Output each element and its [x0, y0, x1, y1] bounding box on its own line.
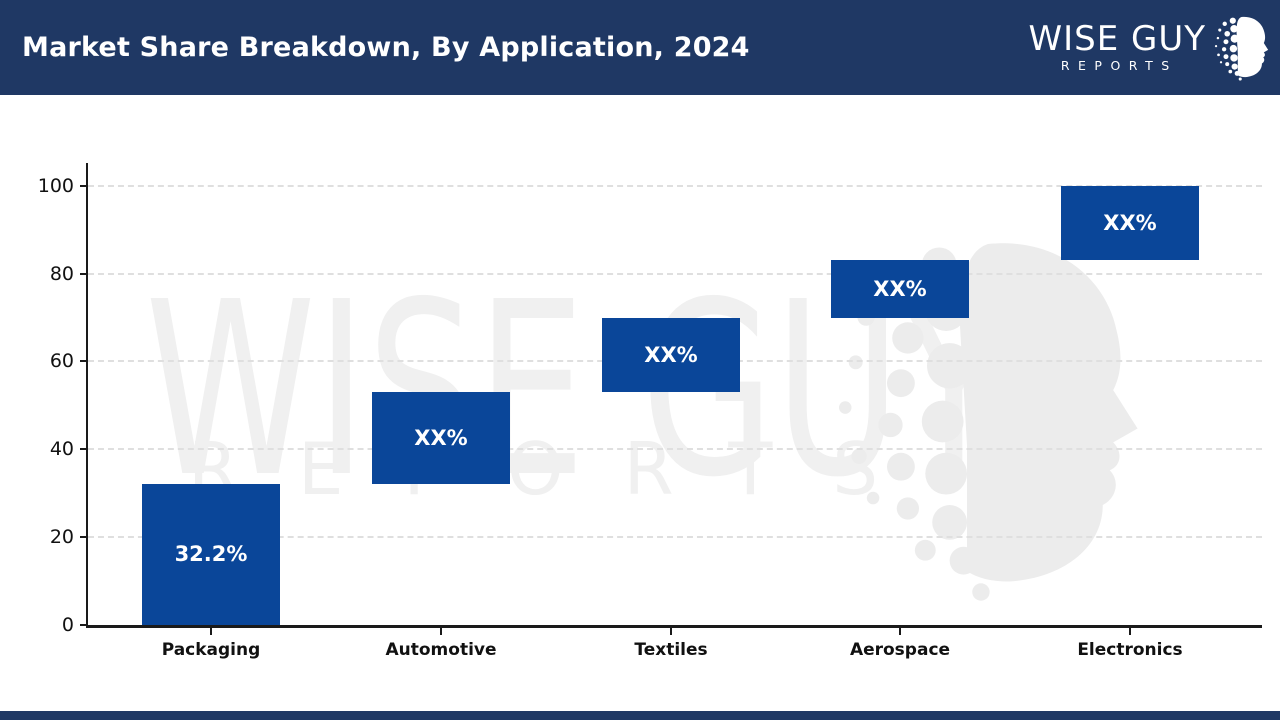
watermark-text-secondary: REPORTS [188, 427, 939, 511]
y-tick [80, 184, 88, 187]
category-label: Automotive [385, 640, 497, 660]
bar-value-label: XX% [873, 277, 927, 301]
bar-value-label: XX% [644, 342, 698, 367]
y-tick [80, 448, 88, 451]
x-tick [670, 627, 672, 635]
category-label: Aerospace [849, 640, 951, 660]
category-label: Packaging [161, 640, 261, 660]
bar: XX% [831, 260, 969, 318]
bar: 32.2% [142, 483, 280, 625]
bar-value-label: 32.2% [174, 542, 248, 567]
logo-head-icon [1214, 16, 1269, 81]
x-tick [899, 627, 901, 635]
logo-text: WISE GUY REPORTS [1028, 22, 1206, 73]
gridline [88, 448, 1262, 451]
y-tick-label: 100 [37, 174, 74, 197]
brand-logo: WISE GUY REPORTS [1028, 13, 1270, 83]
y-tick [80, 536, 88, 539]
y-tick [80, 624, 88, 626]
x-tick [1129, 627, 1131, 635]
header-bar: Market Share Breakdown, By Application, … [0, 0, 1280, 95]
gridline [88, 184, 1262, 187]
chart-area: WISE GUY REPORTS 0 20 40 60 80 100 32.2% Packag… [0, 95, 1280, 711]
x-axis-line [86, 625, 1262, 628]
y-tick-label: 0 [61, 614, 74, 636]
footer-bar [0, 711, 1280, 720]
category-label: Electronics [1077, 640, 1183, 660]
bar: XX% [372, 392, 510, 484]
gridline [88, 536, 1262, 539]
gridline [88, 272, 1262, 275]
y-tick-label: 80 [49, 262, 74, 285]
y-axis-line [86, 163, 88, 627]
bar: XX% [1061, 185, 1199, 261]
y-tick [80, 360, 88, 363]
x-tick [210, 627, 212, 635]
bar-value-label: XX% [1103, 211, 1157, 236]
logo-wordmark: WISE GUY [1028, 19, 1206, 60]
page-title: Market Share Breakdown, By Application, … [22, 32, 750, 63]
y-tick-label: 20 [49, 526, 74, 549]
logo-subtext: REPORTS [1060, 58, 1178, 74]
bar-value-label: XX% [414, 425, 468, 450]
y-tick [80, 272, 88, 275]
y-tick-label: 40 [49, 438, 74, 461]
y-tick-label: 60 [49, 350, 74, 373]
category-label: Textiles [634, 640, 708, 660]
x-tick [440, 627, 442, 635]
bar: XX% [602, 317, 740, 393]
